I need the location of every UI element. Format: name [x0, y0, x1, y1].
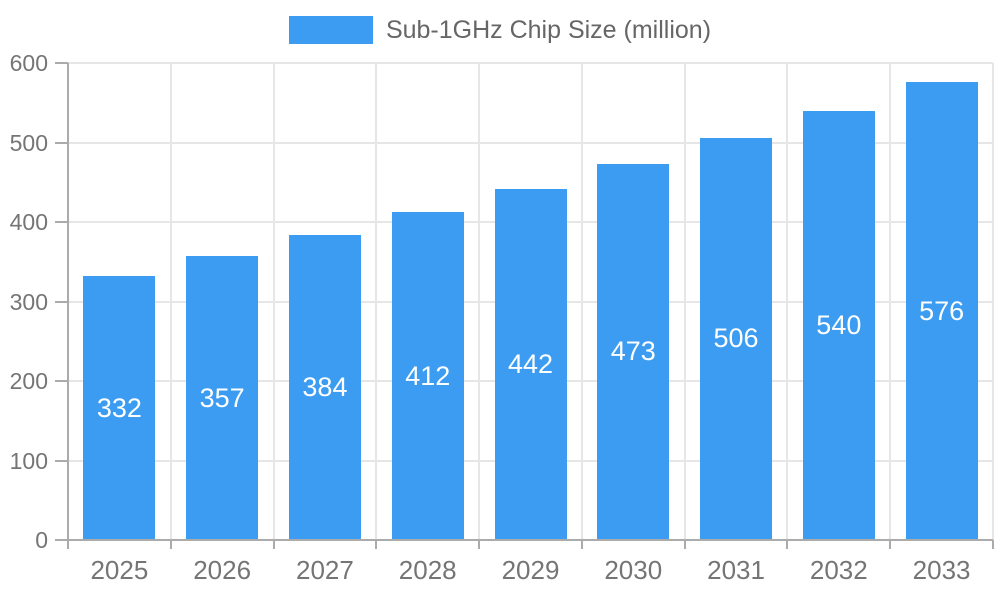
bar-value-label: 332 — [96, 392, 142, 423]
y-axis-label: 100 — [9, 447, 48, 474]
bar-value-label: 442 — [507, 348, 554, 379]
x-axis-label: 2032 — [809, 555, 868, 585]
y-axis-line — [67, 63, 69, 549]
bar[interactable]: 412 — [391, 212, 464, 540]
bar-value-label: 384 — [302, 371, 348, 402]
gridline-horizontal — [68, 141, 993, 144]
y-axis-tick — [55, 141, 68, 144]
bar[interactable]: 442 — [494, 188, 567, 540]
gridline-vertical — [272, 63, 275, 540]
x-axis-label: 2026 — [193, 555, 252, 585]
x-axis-label: 2029 — [501, 555, 560, 585]
x-axis-label: 2028 — [398, 555, 457, 585]
x-axis-tick — [683, 540, 686, 549]
x-axis-label: 2030 — [604, 555, 663, 585]
bar[interactable]: 506 — [700, 137, 773, 540]
bar-value-label: 576 — [919, 295, 965, 326]
x-axis-tick — [478, 540, 481, 549]
y-axis-tick — [55, 459, 68, 462]
gridline-vertical — [992, 63, 994, 540]
y-axis-label: 0 — [35, 527, 48, 553]
y-axis-label: 400 — [9, 209, 48, 235]
x-axis-tick — [580, 540, 583, 549]
y-axis-label: 600 — [9, 50, 48, 76]
x-axis-tick — [992, 540, 994, 549]
y-axis-tick — [55, 380, 68, 382]
gridline-vertical — [786, 63, 789, 540]
x-axis-tick — [169, 540, 172, 549]
gridline-vertical — [375, 63, 378, 540]
legend-item[interactable]: Sub-1GHz Chip Size (million) — [0, 16, 1000, 44]
x-axis-tick — [67, 540, 69, 549]
bar[interactable]: 384 — [288, 234, 361, 540]
bar[interactable]: 576 — [905, 82, 978, 540]
gridline-vertical — [169, 63, 172, 540]
bar[interactable]: 332 — [83, 276, 156, 540]
gridline-vertical — [580, 63, 583, 540]
gridline-vertical — [889, 63, 892, 540]
bar-value-label: 506 — [713, 323, 759, 354]
y-axis-label: 500 — [9, 129, 48, 156]
x-axis-tick — [786, 540, 789, 549]
x-axis-line — [55, 539, 993, 541]
gridline-vertical — [478, 63, 481, 540]
x-axis-label: 2025 — [90, 555, 149, 585]
bar[interactable]: 357 — [186, 256, 259, 540]
x-axis-label: 2031 — [707, 555, 765, 585]
y-axis-label: 200 — [9, 368, 48, 394]
x-axis-label: 2033 — [912, 555, 971, 585]
gridline-vertical — [683, 63, 686, 540]
bar-value-label: 357 — [199, 382, 245, 413]
y-axis-tick — [55, 300, 68, 303]
y-axis-tick — [55, 62, 68, 64]
bar[interactable]: 540 — [802, 110, 875, 540]
y-axis-tick — [55, 221, 68, 223]
gridline-horizontal — [68, 62, 993, 64]
x-axis-tick — [889, 540, 892, 549]
bar-value-label: 412 — [405, 360, 451, 391]
legend-label: Sub-1GHz Chip Size (million) — [385, 16, 712, 44]
x-axis-label: 2027 — [296, 555, 354, 585]
x-axis-tick — [375, 540, 378, 549]
legend-swatch-icon — [288, 16, 373, 44]
bar-value-label: 540 — [816, 309, 862, 340]
y-axis-tick — [55, 539, 68, 541]
x-axis-tick — [272, 540, 275, 549]
bar[interactable]: 473 — [597, 163, 670, 540]
bar-value-label: 473 — [610, 336, 656, 367]
y-axis-label: 300 — [9, 288, 48, 315]
